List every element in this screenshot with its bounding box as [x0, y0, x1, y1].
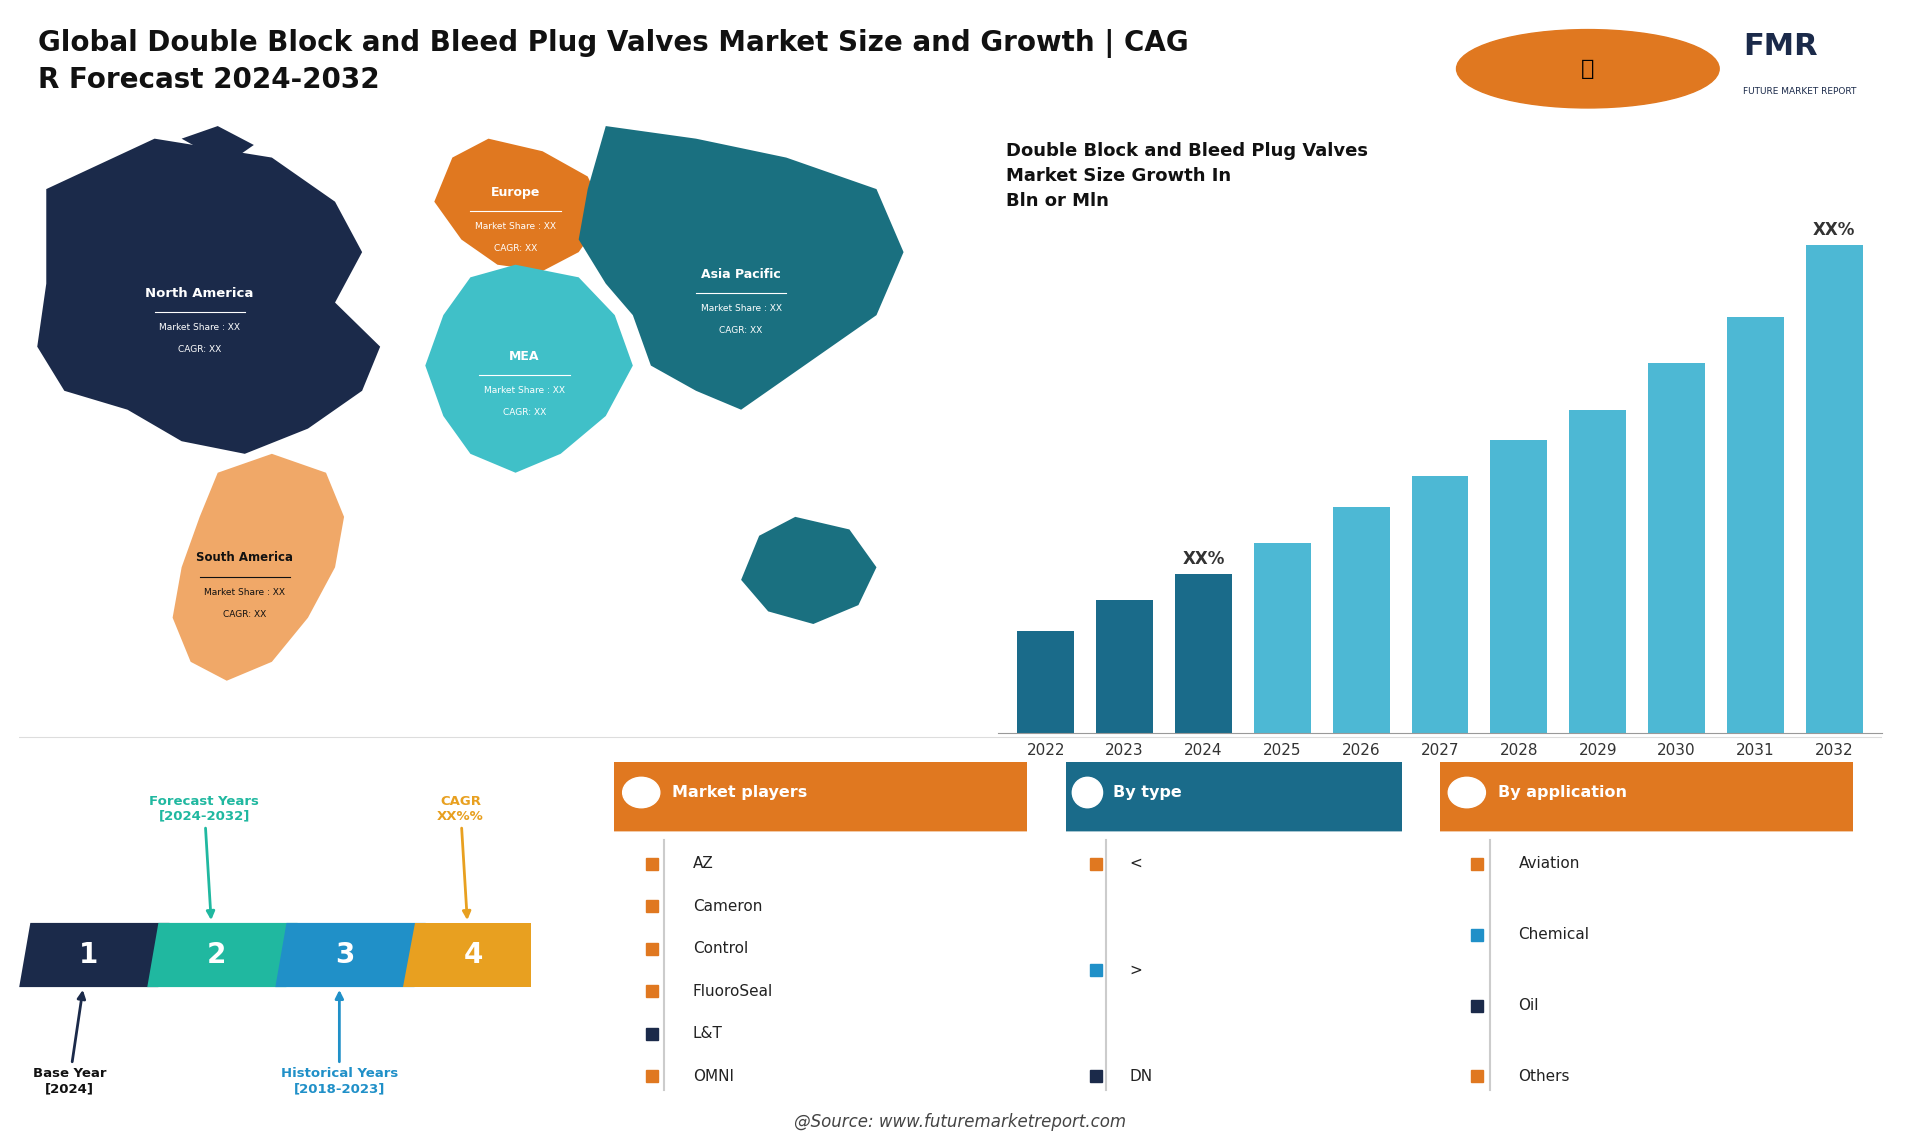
Polygon shape [741, 517, 876, 623]
Bar [1175, 574, 1233, 733]
Polygon shape [275, 923, 426, 987]
Bar [1411, 477, 1469, 733]
FancyBboxPatch shape [1436, 826, 1857, 1104]
Text: FUTURE MARKET REPORT: FUTURE MARKET REPORT [1743, 87, 1857, 96]
Text: @Source: www.futuremarketreport.com: @Source: www.futuremarketreport.com [795, 1113, 1125, 1131]
Bar [1728, 317, 1784, 733]
Text: OMNI: OMNI [693, 1069, 733, 1084]
FancyBboxPatch shape [605, 754, 1037, 831]
Text: AZ: AZ [693, 856, 714, 871]
Text: Control: Control [693, 941, 749, 956]
Bar [1332, 508, 1390, 733]
Text: L&T: L&T [693, 1027, 722, 1042]
Text: Global Double Block and Bleed Plug Valves Market Size and Growth | CAG
R Forecas: Global Double Block and Bleed Plug Valve… [38, 29, 1188, 94]
Text: Europe: Europe [492, 186, 540, 198]
Text: CAGR
XX%%: CAGR XX%% [438, 794, 484, 917]
Text: By type: By type [1114, 785, 1181, 800]
Text: Others: Others [1519, 1069, 1571, 1084]
Bar [1096, 599, 1152, 733]
FancyBboxPatch shape [1058, 754, 1409, 831]
Text: CAGR: XX: CAGR: XX [720, 327, 762, 336]
Text: North America: North America [146, 286, 253, 299]
Text: Market Share : XX: Market Share : XX [701, 305, 781, 313]
Text: MEA: MEA [509, 350, 540, 362]
Circle shape [1448, 777, 1486, 808]
FancyBboxPatch shape [611, 826, 1031, 1104]
Text: CAGR: XX: CAGR: XX [223, 610, 267, 619]
Polygon shape [578, 126, 904, 409]
Text: Market Share : XX: Market Share : XX [484, 386, 564, 395]
Text: Forecast Years
[2024-2032]: Forecast Years [2024-2032] [150, 794, 259, 917]
Text: Market Share : XX: Market Share : XX [159, 323, 240, 332]
Polygon shape [403, 923, 532, 987]
Bar [1018, 630, 1073, 733]
Bar [1807, 245, 1862, 733]
Text: 2: 2 [207, 941, 227, 970]
Text: FMR: FMR [1743, 32, 1818, 61]
Text: Base Year
[2024]: Base Year [2024] [33, 992, 106, 1096]
Text: Market Share : XX: Market Share : XX [474, 222, 557, 231]
Text: CAGR: XX: CAGR: XX [493, 244, 538, 253]
Text: CAGR: XX: CAGR: XX [179, 345, 221, 354]
Text: Oil: Oil [1519, 998, 1540, 1013]
Text: Cameron: Cameron [693, 898, 762, 913]
Text: South America: South America [196, 551, 294, 564]
Text: CAGR: XX: CAGR: XX [503, 408, 545, 417]
Polygon shape [19, 923, 169, 987]
Bar [1569, 409, 1626, 733]
Text: Historical Years
[2018-2023]: Historical Years [2018-2023] [280, 992, 397, 1096]
Text: 1: 1 [79, 941, 98, 970]
Circle shape [622, 777, 660, 808]
Text: 👁: 👁 [1582, 58, 1594, 79]
Text: XX%: XX% [1812, 221, 1855, 238]
Text: Market players: Market players [672, 785, 808, 800]
Text: 4: 4 [463, 941, 482, 970]
Bar [1490, 440, 1548, 733]
Text: Asia Pacific: Asia Pacific [701, 268, 781, 281]
Text: 3: 3 [336, 941, 355, 970]
Circle shape [1457, 30, 1718, 108]
Text: Aviation: Aviation [1519, 856, 1580, 871]
Text: >: > [1129, 963, 1142, 978]
Text: <: < [1129, 856, 1142, 871]
Text: Market Share : XX: Market Share : XX [204, 588, 286, 597]
Text: XX%: XX% [1183, 550, 1225, 568]
Polygon shape [173, 454, 344, 681]
Text: By application: By application [1498, 785, 1626, 800]
Polygon shape [182, 126, 253, 164]
Polygon shape [36, 139, 380, 454]
Text: Chemical: Chemical [1519, 927, 1590, 942]
Text: Double Block and Bleed Plug Valves
Market Size Growth In
Bln or Mln: Double Block and Bleed Plug Valves Marke… [1006, 142, 1369, 211]
FancyBboxPatch shape [1430, 754, 1862, 831]
Text: DN: DN [1129, 1069, 1152, 1084]
Bar [1254, 543, 1311, 733]
Text: FluoroSeal: FluoroSeal [693, 983, 774, 999]
Bar [1647, 363, 1705, 733]
Circle shape [1073, 777, 1102, 808]
Polygon shape [148, 923, 298, 987]
Polygon shape [424, 265, 634, 472]
FancyBboxPatch shape [1062, 826, 1405, 1104]
Polygon shape [434, 139, 607, 270]
